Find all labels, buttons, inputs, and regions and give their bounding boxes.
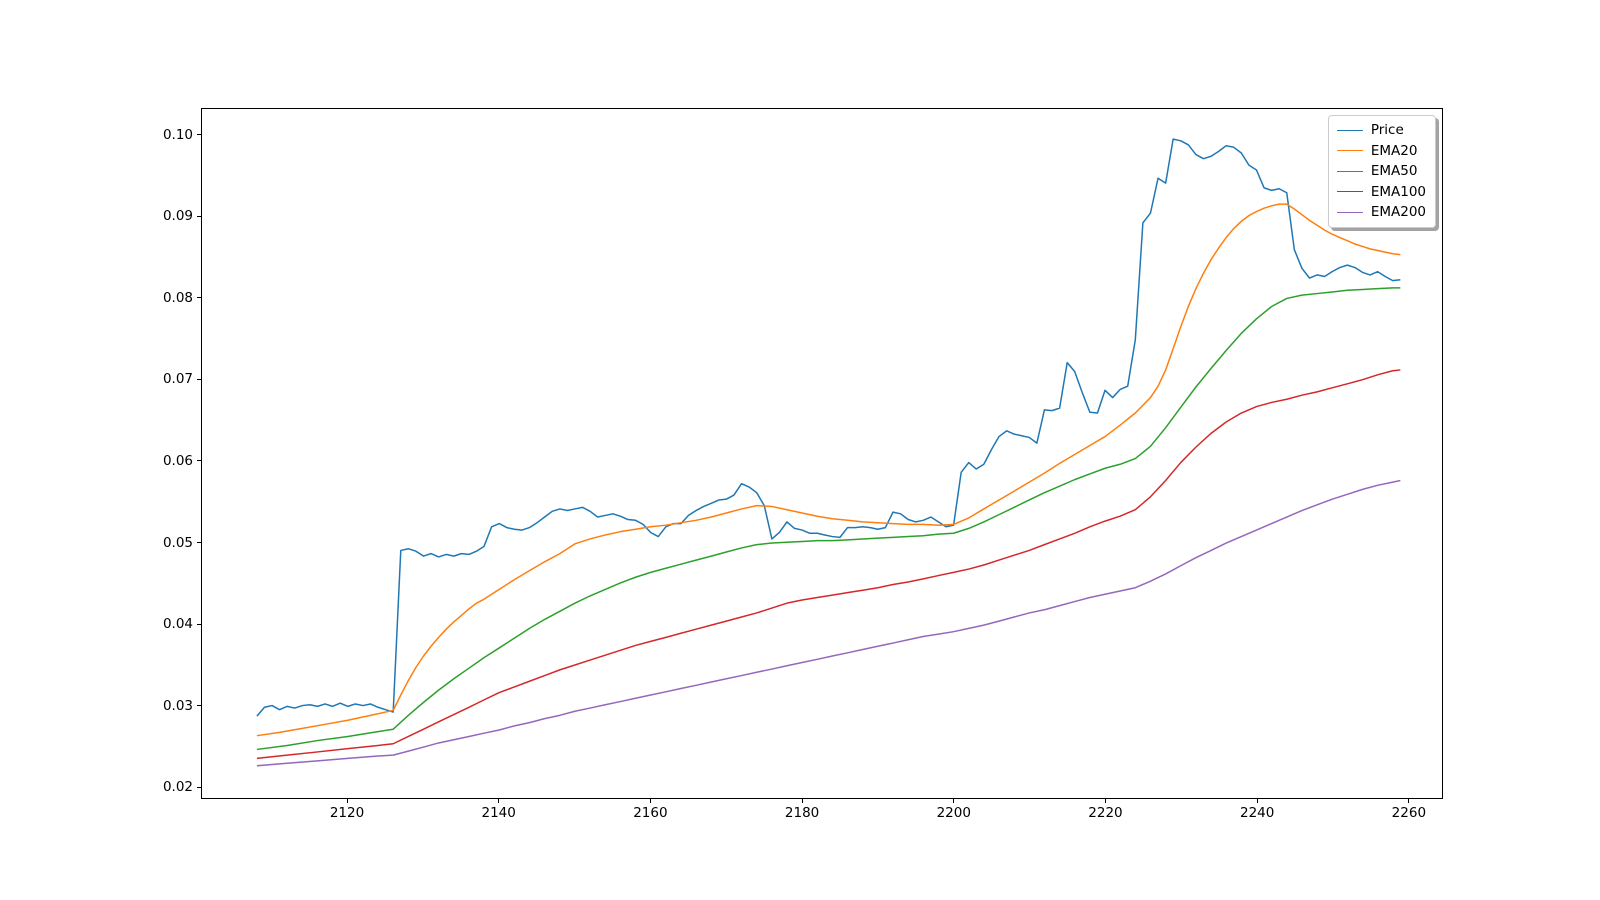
y-tick-mark [197, 297, 201, 298]
y-tick-mark [197, 134, 201, 135]
x-tick-mark [1257, 799, 1258, 803]
y-tick-label: 0.03 [133, 699, 193, 714]
x-tick-label: 2260 [1379, 806, 1439, 821]
x-tick-label: 2140 [469, 806, 529, 821]
x-tick-label: 2160 [620, 806, 680, 821]
y-tick-label: 0.05 [133, 536, 193, 551]
y-tick-label: 0.04 [133, 617, 193, 632]
x-tick-label: 2180 [772, 806, 832, 821]
y-tick-mark [197, 787, 201, 788]
series-line-ema20 [257, 204, 1400, 736]
x-tick-mark [650, 799, 651, 803]
x-tick-mark [953, 799, 954, 803]
legend-item-price: Price [1337, 120, 1426, 141]
y-tick-label: 0.02 [133, 780, 193, 795]
legend-label: Price [1371, 122, 1404, 138]
legend-line-swatch [1337, 191, 1363, 192]
series-line-ema200 [257, 481, 1400, 766]
y-tick-mark [197, 460, 201, 461]
y-tick-label: 0.07 [133, 372, 193, 387]
legend-line-swatch [1337, 171, 1363, 172]
legend-label: EMA200 [1371, 204, 1426, 220]
y-tick-label: 0.08 [133, 291, 193, 306]
legend-item-ema100: EMA100 [1337, 182, 1426, 203]
x-tick-mark [347, 799, 348, 803]
legend-label: EMA20 [1371, 143, 1418, 159]
legend-line-swatch [1337, 150, 1363, 151]
legend-label: EMA50 [1371, 163, 1418, 179]
x-tick-mark [1408, 799, 1409, 803]
legend-item-ema50: EMA50 [1337, 161, 1426, 182]
y-tick-label: 0.06 [133, 454, 193, 469]
legend-line-swatch [1337, 212, 1363, 213]
legend-line-swatch [1337, 130, 1363, 131]
x-tick-mark [498, 799, 499, 803]
chart-figure: Price EMA20 EMA50 EMA100 EMA200 2120 2140 2160… [0, 0, 1600, 900]
y-tick-mark [197, 379, 201, 380]
series-line-price [257, 139, 1400, 716]
x-tick-mark [1105, 799, 1106, 803]
x-tick-label: 2220 [1075, 806, 1135, 821]
legend-item-ema200: EMA200 [1337, 202, 1426, 223]
legend: Price EMA20 EMA50 EMA100 EMA200 [1328, 115, 1436, 228]
y-tick-mark [197, 705, 201, 706]
legend-label: EMA100 [1371, 184, 1426, 200]
chart-lines [202, 109, 1442, 798]
x-tick-label: 2120 [317, 806, 377, 821]
y-tick-mark [197, 624, 201, 625]
legend-item-ema20: EMA20 [1337, 141, 1426, 162]
y-tick-mark [197, 542, 201, 543]
x-tick-label: 2200 [924, 806, 984, 821]
y-tick-mark [197, 216, 201, 217]
x-tick-mark [802, 799, 803, 803]
y-tick-label: 0.09 [133, 209, 193, 224]
x-tick-label: 2240 [1227, 806, 1287, 821]
y-tick-label: 0.10 [133, 128, 193, 143]
series-line-ema100 [257, 370, 1400, 758]
plot-area: Price EMA20 EMA50 EMA100 EMA200 [201, 108, 1443, 799]
